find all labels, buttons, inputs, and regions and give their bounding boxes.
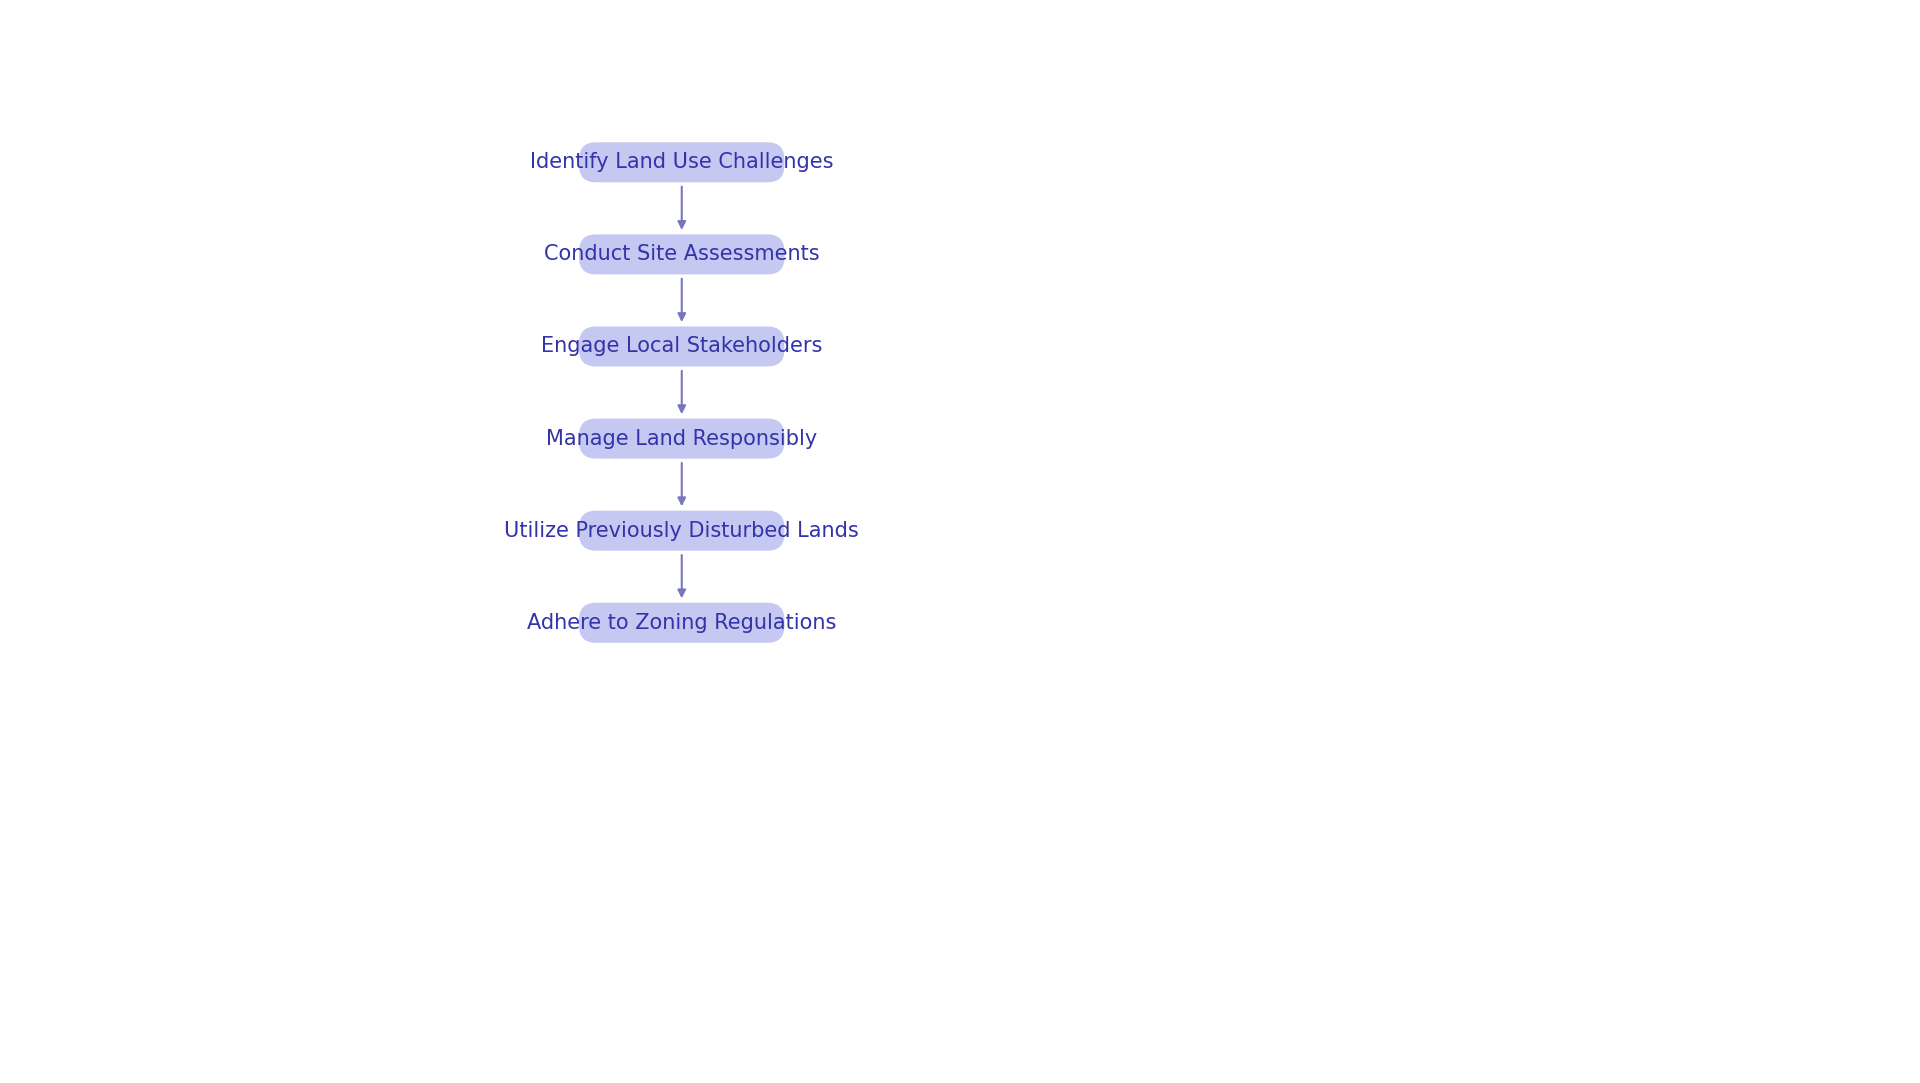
FancyBboxPatch shape: [580, 418, 785, 458]
Text: Utilize Previously Disturbed Lands: Utilize Previously Disturbed Lands: [505, 521, 858, 540]
Text: Adhere to Zoning Regulations: Adhere to Zoning Regulations: [528, 613, 837, 632]
Text: Identify Land Use Challenges: Identify Land Use Challenges: [530, 153, 833, 172]
FancyBboxPatch shape: [580, 603, 785, 643]
FancyBboxPatch shape: [580, 142, 785, 182]
FancyBboxPatch shape: [580, 234, 785, 274]
Text: Conduct Site Assessments: Conduct Site Assessments: [543, 245, 820, 264]
FancyBboxPatch shape: [580, 326, 785, 366]
Text: Manage Land Responsibly: Manage Land Responsibly: [545, 429, 818, 448]
Text: Engage Local Stakeholders: Engage Local Stakeholders: [541, 337, 822, 356]
FancyBboxPatch shape: [580, 511, 785, 550]
